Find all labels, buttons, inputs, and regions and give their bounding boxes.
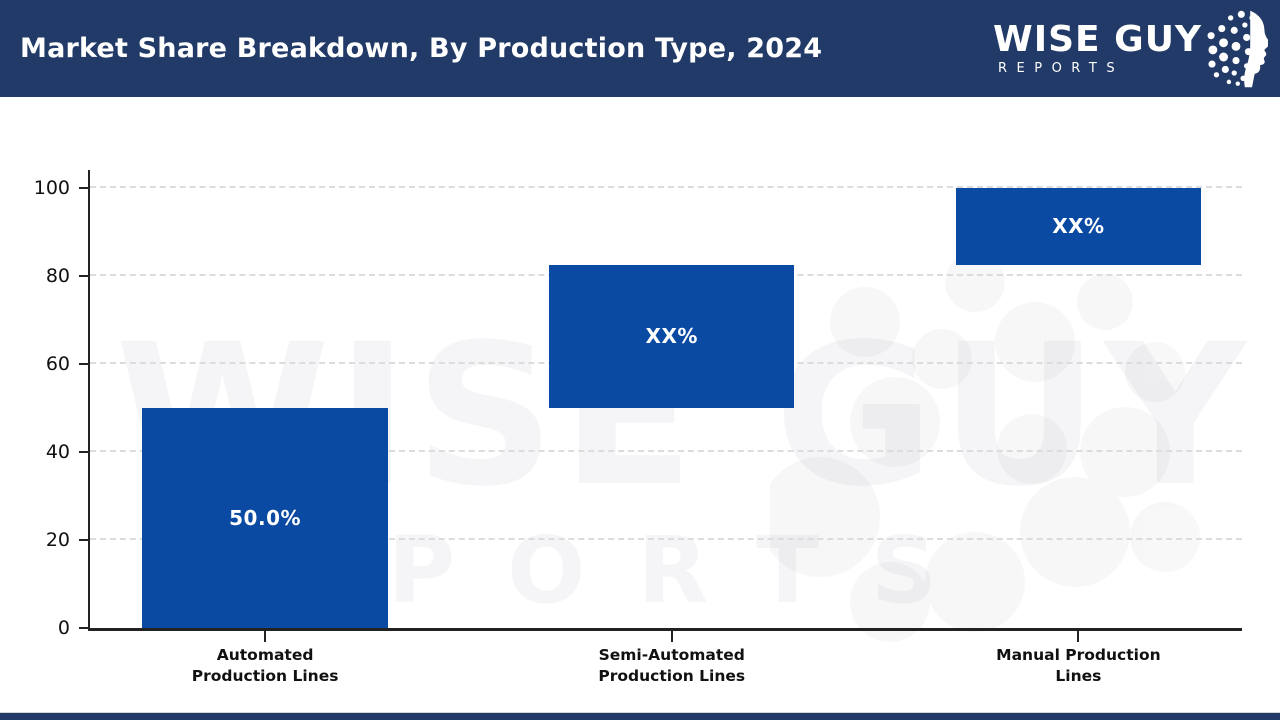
logo-name: WISE GUY: [992, 18, 1202, 60]
x-tick-label-line: Automated: [216, 646, 314, 664]
logo-text: WISE GUY REPORTS: [992, 18, 1202, 76]
y-tick-label: 100: [33, 176, 70, 199]
bar-value-label: XX%: [645, 324, 698, 349]
x-tick-label-line: Semi-Automated: [598, 646, 745, 664]
logo-tagline: REPORTS: [997, 60, 1125, 76]
y-tick-label: 80: [45, 264, 70, 287]
footer-bar: [0, 712, 1280, 720]
y-axis-tick: [79, 450, 90, 453]
wiseguy-head-icon: [1207, 10, 1268, 87]
header-bar: Market Share Breakdown, By Production Ty…: [0, 0, 1280, 97]
y-axis-tick: [79, 186, 90, 189]
wiseguy-logo: WISE GUY REPORTS: [993, 2, 1268, 95]
x-tick-label-line: Lines: [1055, 667, 1102, 685]
gridline: [90, 185, 1242, 188]
y-axis-tick: [79, 362, 90, 365]
y-tick-label: 20: [45, 528, 70, 551]
bar-value-label: 50.0%: [229, 505, 302, 530]
bar-segment: XX%: [955, 187, 1202, 265]
y-tick-label: 60: [45, 352, 70, 375]
x-axis-tick: [264, 631, 267, 642]
bar-segment: 50.0%: [142, 407, 388, 628]
y-tick-label: 0: [57, 617, 70, 639]
x-tick-label-line: Production Lines: [191, 667, 339, 685]
bar-value-label: XX%: [1052, 214, 1105, 239]
page-title: Market Share Breakdown, By Production Ty…: [20, 33, 823, 64]
x-tick-label: Automated Production Lines: [115, 645, 415, 687]
x-tick-label: Manual Production Lines: [928, 645, 1228, 687]
gridline: [90, 449, 1242, 452]
x-axis-tick: [670, 631, 673, 642]
x-tick-label-line: Production Lines: [598, 667, 746, 685]
y-axis-tick: [79, 627, 90, 629]
bar-segment: XX%: [549, 264, 795, 408]
y-axis-tick: [79, 274, 90, 277]
y-axis-tick: [79, 538, 90, 541]
x-tick-label-line: Manual Production: [996, 646, 1161, 664]
gridline: [90, 537, 1242, 540]
plot-area: 0 20 40 60 80 100 50.0% Automated Production Lin…: [34, 170, 1242, 685]
chart-area: WISE GUY REPORTS 02040608010050.0%Automa…: [0, 97, 1280, 714]
x-axis-tick: [1077, 631, 1080, 642]
x-tick-label: Semi-Automated Production Lines: [522, 645, 822, 687]
y-tick-label: 40: [45, 440, 70, 463]
